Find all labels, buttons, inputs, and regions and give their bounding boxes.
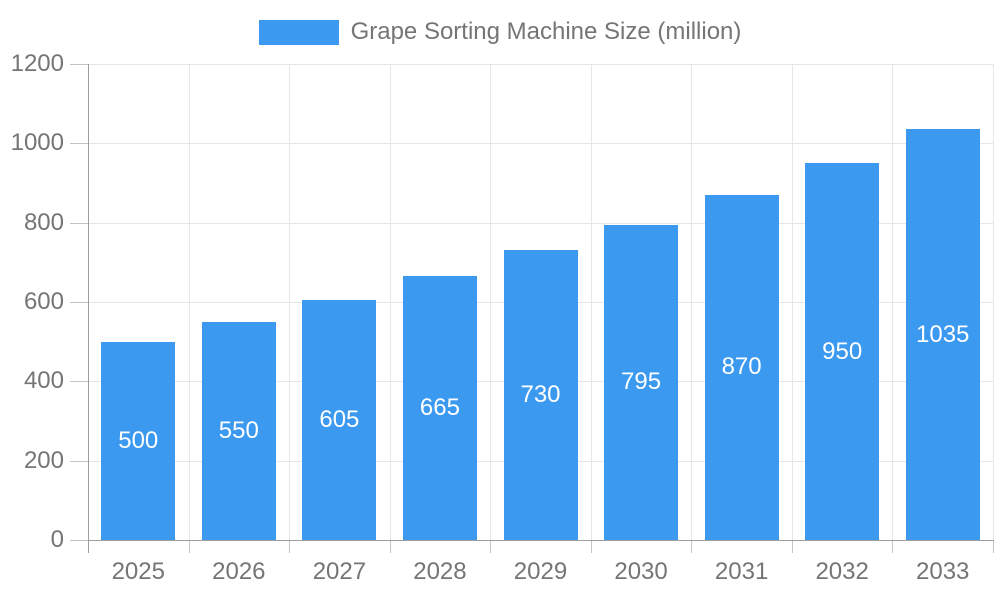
bar-value-label: 870 xyxy=(721,353,762,381)
plot-area: 500 550 605 665 730 795 870 950 1035 xyxy=(88,64,994,540)
y-axis-tick xyxy=(70,381,88,383)
x-axis-label: 2030 xyxy=(614,558,668,585)
v-gridline xyxy=(892,64,894,540)
bar-2026: 550 xyxy=(201,321,276,540)
y-axis-label: 200 xyxy=(23,446,64,474)
bar-2025: 500 xyxy=(101,341,176,540)
x-axis-label: 2032 xyxy=(815,558,869,585)
x-axis-label: 2026 xyxy=(212,558,266,585)
x-axis-tick xyxy=(289,541,291,553)
y-axis-tick xyxy=(70,64,88,65)
v-gridline xyxy=(590,64,592,540)
legend-label: Grape Sorting Machine Size (million) xyxy=(350,18,742,45)
y-axis-label: 800 xyxy=(23,208,64,236)
x-axis-line xyxy=(88,540,994,541)
bar-value-label: 550 xyxy=(218,416,259,444)
y-axis-tick xyxy=(70,460,88,462)
x-axis-label: 2025 xyxy=(111,558,165,585)
x-axis-label: 2029 xyxy=(513,558,568,585)
y-axis-tick xyxy=(70,540,88,541)
x-axis-label: 2033 xyxy=(916,558,970,585)
bar-value-label: 500 xyxy=(118,426,159,454)
bar-2029: 730 xyxy=(503,250,578,540)
legend-swatch xyxy=(258,19,339,45)
h-gridline xyxy=(88,143,993,145)
v-gridline xyxy=(993,64,994,540)
bar-value-label: 665 xyxy=(419,394,460,422)
bar-2028: 665 xyxy=(402,276,477,540)
y-axis-label: 0 xyxy=(50,526,64,553)
y-axis-label: 400 xyxy=(23,367,64,395)
bar-value-label: 730 xyxy=(520,381,561,409)
v-gridline xyxy=(791,64,793,540)
x-axis-tick xyxy=(188,541,190,553)
v-gridline xyxy=(188,64,190,540)
v-gridline xyxy=(691,64,693,540)
y-axis-label: 1200 xyxy=(10,50,64,77)
bar-2032: 950 xyxy=(805,163,880,540)
v-gridline xyxy=(490,64,492,540)
x-axis-tick xyxy=(993,541,994,553)
bar-2030: 795 xyxy=(604,224,679,540)
legend[interactable]: Grape Sorting Machine Size (million) xyxy=(0,18,1000,46)
h-gridline xyxy=(88,222,993,224)
bar-value-label: 795 xyxy=(621,368,662,396)
bar-2033: 1035 xyxy=(905,129,980,540)
y-axis-line xyxy=(88,64,89,553)
bar-value-label: 605 xyxy=(319,406,360,434)
bar-2027: 605 xyxy=(302,300,377,540)
y-axis-label: 1000 xyxy=(10,129,64,157)
y-axis-tick xyxy=(70,302,88,303)
x-axis-label: 2028 xyxy=(413,558,467,585)
v-gridline xyxy=(389,64,391,540)
x-axis-label: 2027 xyxy=(312,558,367,585)
y-axis-label: 600 xyxy=(23,288,64,315)
y-axis-tick xyxy=(70,222,88,224)
x-axis-tick xyxy=(691,541,693,553)
x-axis-label: 2031 xyxy=(714,558,769,585)
bar-2031: 870 xyxy=(704,194,779,540)
bar-value-label: 1035 xyxy=(916,320,970,348)
x-axis-tick xyxy=(389,541,391,553)
x-axis-tick xyxy=(590,541,592,553)
v-gridline xyxy=(289,64,291,540)
x-axis-tick xyxy=(892,541,894,553)
y-axis-tick xyxy=(70,143,88,145)
h-gridline xyxy=(88,64,993,65)
x-axis-tick xyxy=(490,541,492,553)
bar-value-label: 950 xyxy=(822,337,863,365)
x-axis-tick xyxy=(791,541,793,553)
